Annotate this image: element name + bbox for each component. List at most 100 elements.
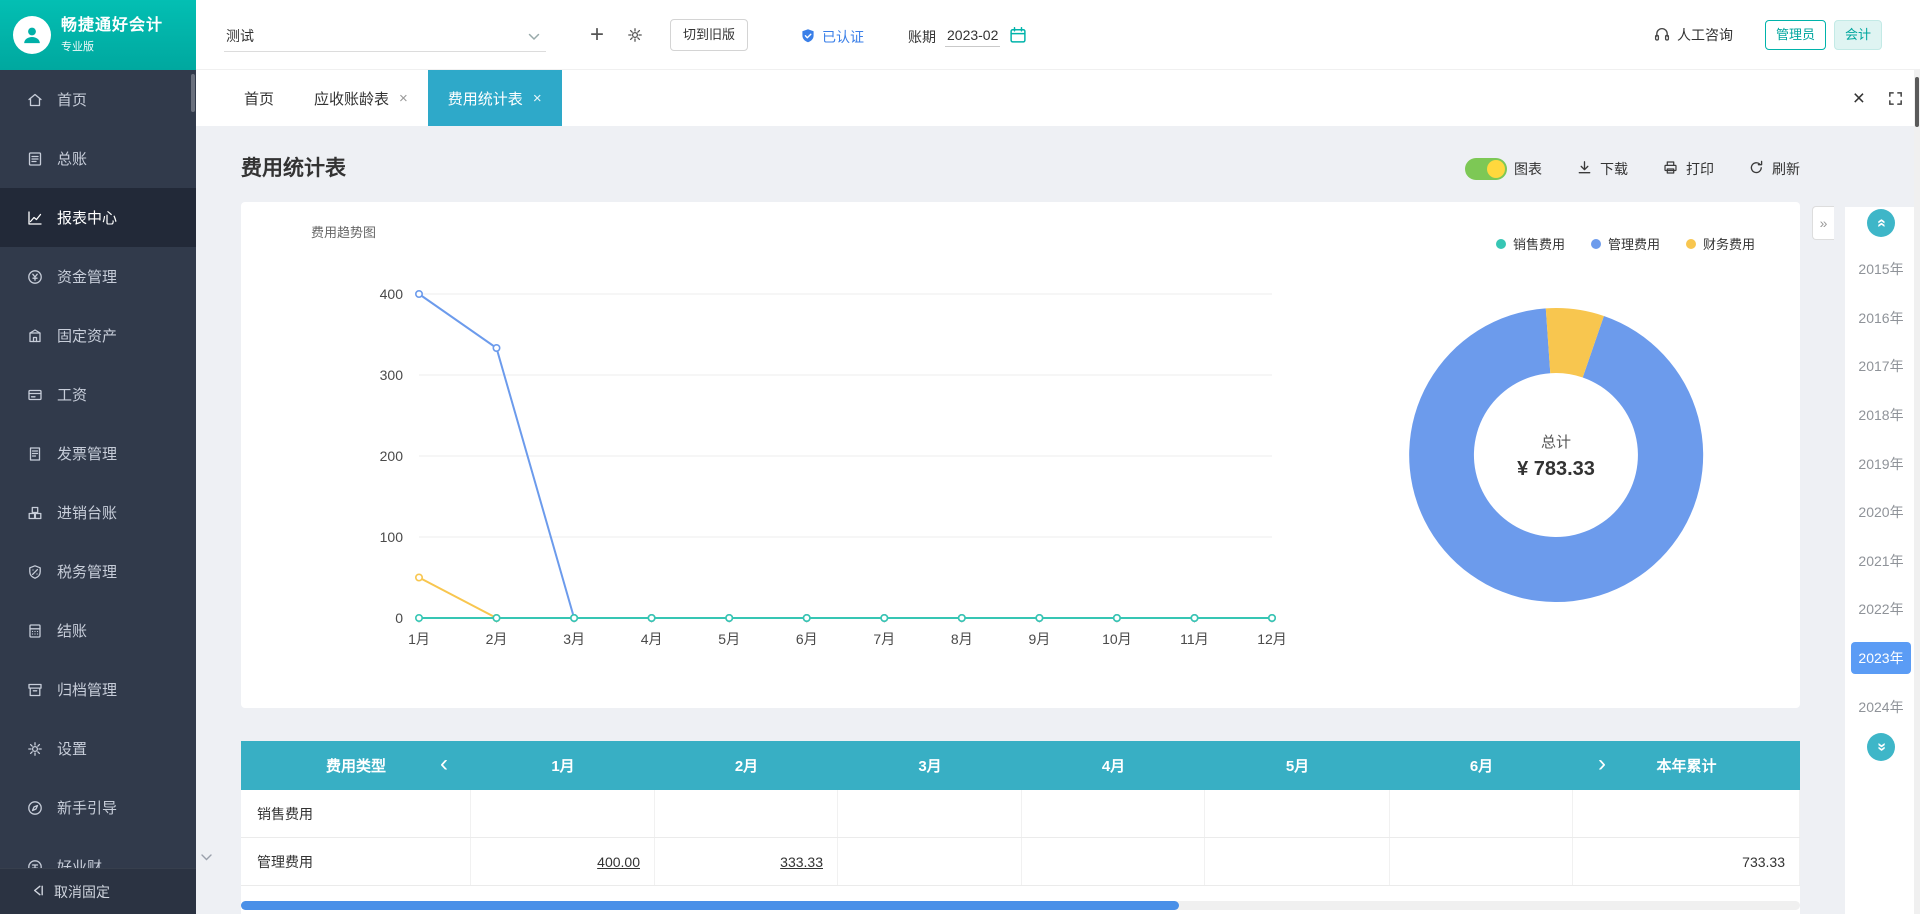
next-months-icon[interactable]: › (1598, 750, 1606, 777)
add-account-set-button[interactable]: + (589, 21, 604, 48)
prev-months-icon[interactable]: ‹ (440, 750, 448, 777)
svg-text:12月: 12月 (1257, 631, 1287, 647)
year-item-2020年[interactable]: 2020年 (1845, 488, 1917, 537)
close-tab-icon[interactable]: × (1852, 86, 1865, 110)
refresh-button[interactable]: 刷新 (1748, 159, 1800, 179)
sidebar-item-label: 发票管理 (57, 446, 118, 463)
sidebar-scroll-down-icon[interactable] (194, 845, 218, 869)
table-cell (1390, 790, 1573, 837)
legend-item-财务费用[interactable]: 财务费用 (1685, 234, 1755, 253)
svg-text:4月: 4月 (641, 631, 663, 647)
year-item-2019年[interactable]: 2019年 (1845, 439, 1917, 488)
sidebar-item-好业财[interactable]: 好业财 (0, 837, 196, 868)
year-label: 2024年 (1858, 698, 1904, 715)
year-panel-collapse-button[interactable]: » (1812, 206, 1834, 240)
year-item-2024年[interactable]: 2024年 (1845, 682, 1917, 731)
switch-old-version-button[interactable]: 切到旧版 (670, 19, 749, 51)
legend-item-管理费用[interactable]: 管理费用 (1590, 234, 1660, 253)
certified-badge[interactable]: 已认证 (800, 27, 864, 47)
year-item-2022年[interactable]: 2022年 (1845, 585, 1917, 634)
cell-value-link[interactable]: 333.33 (780, 853, 823, 870)
tab-label: 费用统计表 (447, 90, 523, 108)
tab-close-icon[interactable]: × (532, 89, 542, 107)
line-chart[interactable]: 0 100 200 300 400 1月 2月 3月 4月 5月 6月 7月 8月 9月 10月 11月 12月 (241, 242, 1321, 702)
sidebar-item-label: 报表中心 (57, 210, 118, 227)
svg-text:1月: 1月 (408, 631, 430, 647)
page-scrollbar-thumb[interactable] (1915, 77, 1919, 127)
role-button[interactable]: 会计 (1833, 20, 1882, 50)
chart-toggle[interactable]: 图表 (1465, 158, 1542, 180)
workspace-select[interactable]: 测试 (224, 20, 546, 52)
tab-首页[interactable]: 首页 (224, 70, 294, 126)
sidebar-item-进销台账[interactable]: 进销台账 (0, 483, 196, 542)
sidebar-item-新手引导[interactable]: 新手引导 (0, 778, 196, 837)
support-label: 人工咨询 (1676, 27, 1733, 43)
year-item-2021年[interactable]: 2021年 (1845, 537, 1917, 586)
asset-icon (26, 327, 44, 345)
sidebar-item-label: 好业财 (57, 859, 103, 868)
tab-应收账龄表[interactable]: 应收账龄表 × (294, 70, 428, 126)
print-button[interactable]: 打印 (1662, 159, 1714, 179)
accounting-period[interactable]: 账期 2023-02 (908, 26, 1027, 47)
calendar-icon[interactable] (1009, 26, 1027, 47)
legend-label: 管理费用 (1607, 237, 1660, 252)
sidebar-item-归档管理[interactable]: 归档管理 (0, 660, 196, 719)
double-chevron-up-icon: » (1872, 218, 1889, 228)
svg-text:¥ 783.33: ¥ 783.33 (1517, 458, 1595, 480)
sidebar-scrollbar-thumb[interactable] (191, 74, 195, 112)
download-button[interactable]: 下载 (1576, 159, 1628, 179)
sidebar-item-发票管理[interactable]: 发票管理 (0, 424, 196, 483)
svg-text:3月: 3月 (563, 631, 585, 647)
table-cell (838, 790, 1022, 837)
print-label: 打印 (1686, 161, 1714, 177)
year-item-2018年[interactable]: 2018年 (1845, 391, 1917, 440)
table-header-cell-6月: 6月 (1469, 758, 1494, 775)
sidebar-item-税务管理[interactable]: 税务管理 (0, 542, 196, 601)
report-controls: 图表 下载 打印 刷新 (1465, 158, 1800, 180)
home-icon (26, 91, 44, 109)
chart-title: 费用趋势图 (311, 225, 377, 240)
year-item-2015年[interactable]: 2015年 (1845, 245, 1917, 294)
table-cell (1205, 838, 1390, 885)
sidebar-item-设置[interactable]: 设置 (0, 719, 196, 778)
tab-费用统计表[interactable]: 费用统计表 × (427, 70, 562, 126)
topbar-right: 人工咨询 管理员 会计 (1653, 0, 1882, 70)
years-scroll-up-button[interactable]: » (1867, 209, 1895, 237)
sidebar-item-报表中心[interactable]: 报表中心 (0, 188, 196, 247)
cell-value-link[interactable]: 400.00 (597, 853, 640, 870)
page-scrollbar[interactable] (1914, 70, 1920, 914)
sidebar-item-label: 固定资产 (57, 328, 118, 345)
year-item-2017年[interactable]: 2017年 (1845, 342, 1917, 391)
sidebar-item-label: 进销台账 (57, 505, 118, 522)
tab-label: 首页 (244, 90, 275, 108)
fund-icon (26, 268, 44, 286)
sidebar-item-label: 首页 (57, 92, 88, 109)
years-scroll-down-button[interactable]: » (1867, 732, 1895, 761)
support-button[interactable]: 人工咨询 (1653, 25, 1733, 46)
sidebar-item-固定资产[interactable]: 固定资产 (0, 306, 196, 365)
sidebar-item-工资[interactable]: 工资 (0, 365, 196, 424)
sidebar-item-资金管理[interactable]: 资金管理 (0, 247, 196, 306)
sidebar-item-首页[interactable]: 首页 (0, 70, 196, 129)
horizontal-scrollbar-thumb[interactable] (241, 901, 1179, 910)
gear-icon[interactable] (626, 26, 644, 47)
admin-button[interactable]: 管理员 (1764, 20, 1826, 50)
legend-item-销售费用[interactable]: 销售费用 (1495, 234, 1565, 253)
unpin-sidebar-button[interactable]: 取消固定 (0, 868, 196, 914)
horizontal-scrollbar[interactable] (241, 901, 1800, 910)
toggle-switch[interactable] (1465, 158, 1507, 180)
table-header: ‹ › 费用类型 1月 2月 3月 4月 5月 6月 本年累计 (241, 741, 1800, 790)
expense-table: ‹ › 费用类型 1月 2月 3月 4月 5月 6月 本年累计 销售费用 管理费用 400.00 3… (241, 741, 1800, 914)
table-row-销售费用: 销售费用 (241, 790, 1800, 838)
table-cell (1573, 790, 1800, 837)
sidebar-item-总账[interactable]: 总账 (0, 129, 196, 188)
fullscreen-icon[interactable] (1887, 90, 1904, 107)
sidebar-item-label: 设置 (57, 741, 88, 758)
sidebar-item-结账[interactable]: 结账 (0, 601, 196, 660)
tax-icon (26, 563, 44, 581)
year-item-2023年[interactable]: 2023年 (1845, 634, 1917, 683)
donut-chart[interactable]: 总计 ¥ 783.33 (1396, 295, 1716, 615)
svg-text:200: 200 (380, 448, 404, 464)
year-item-2016年[interactable]: 2016年 (1845, 294, 1917, 343)
tab-close-icon[interactable]: × (399, 89, 408, 107)
